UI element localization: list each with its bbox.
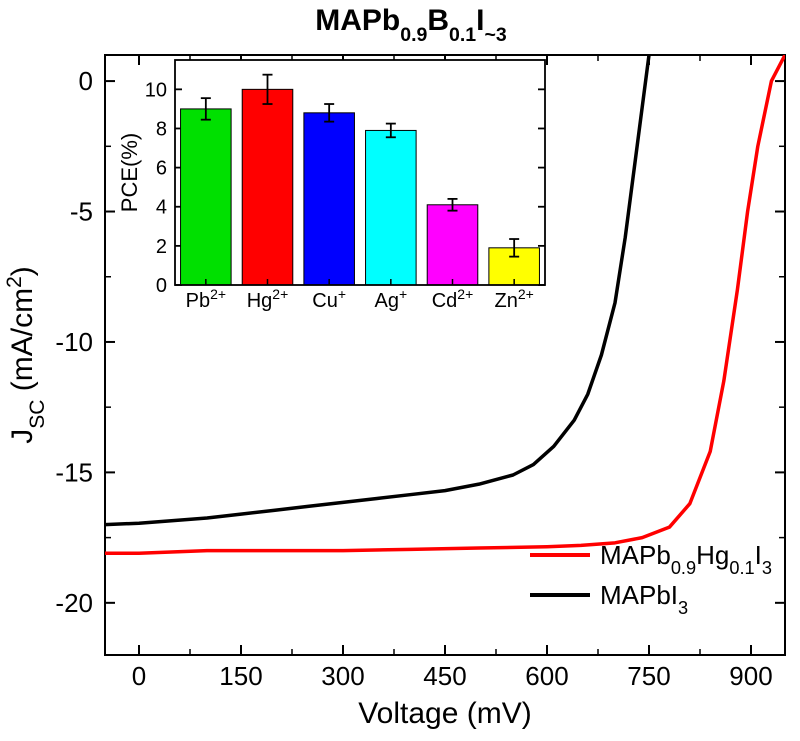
inset-y-tick: 10 — [145, 79, 167, 101]
figure-root: { "title_parts": { "p1": "MAPb", "s1": "… — [0, 0, 800, 741]
y-tick-label: 0 — [79, 66, 93, 96]
inset-bar-Cd2+ — [427, 205, 478, 285]
x-tick-label: 900 — [729, 661, 772, 691]
inset-y-axis-title: PCE(%) — [117, 133, 142, 212]
x-axis-title: Voltage (mV) — [358, 697, 531, 730]
x-tick-label: 600 — [525, 661, 568, 691]
x-tick-label: 450 — [423, 661, 466, 691]
x-tick-label: 300 — [321, 661, 364, 691]
chart-svg: 0 150 300 450 600 750 900 0 -5 -10 -15 -20 Voltage (… — [0, 0, 800, 741]
x-tick-label: 750 — [627, 661, 670, 691]
inset-bar-Ag+ — [366, 130, 417, 285]
y-tick-label: -10 — [55, 327, 93, 357]
inset-y-tick: 0 — [156, 275, 167, 297]
x-tick-label: 0 — [132, 661, 146, 691]
y-tick-label: -5 — [70, 197, 93, 227]
inset-y-tick: 4 — [156, 197, 167, 219]
x-tick-label: 150 — [219, 661, 262, 691]
inset-y-tick: 8 — [156, 118, 167, 140]
inset-y-tick: 6 — [156, 158, 167, 180]
inset-bar-Hg2+ — [242, 89, 293, 285]
inset-bar-Pb2+ — [181, 109, 232, 285]
inset-bar-Cu+ — [304, 113, 355, 285]
y-tick-label: -15 — [55, 457, 93, 487]
y-axis-title: JSC (mA/cm2) — [3, 266, 49, 444]
y-tick-label: -20 — [55, 588, 93, 618]
inset-y-tick: 2 — [156, 236, 167, 258]
chart-title: MAPb0.9B0.1I~3 — [315, 4, 507, 46]
